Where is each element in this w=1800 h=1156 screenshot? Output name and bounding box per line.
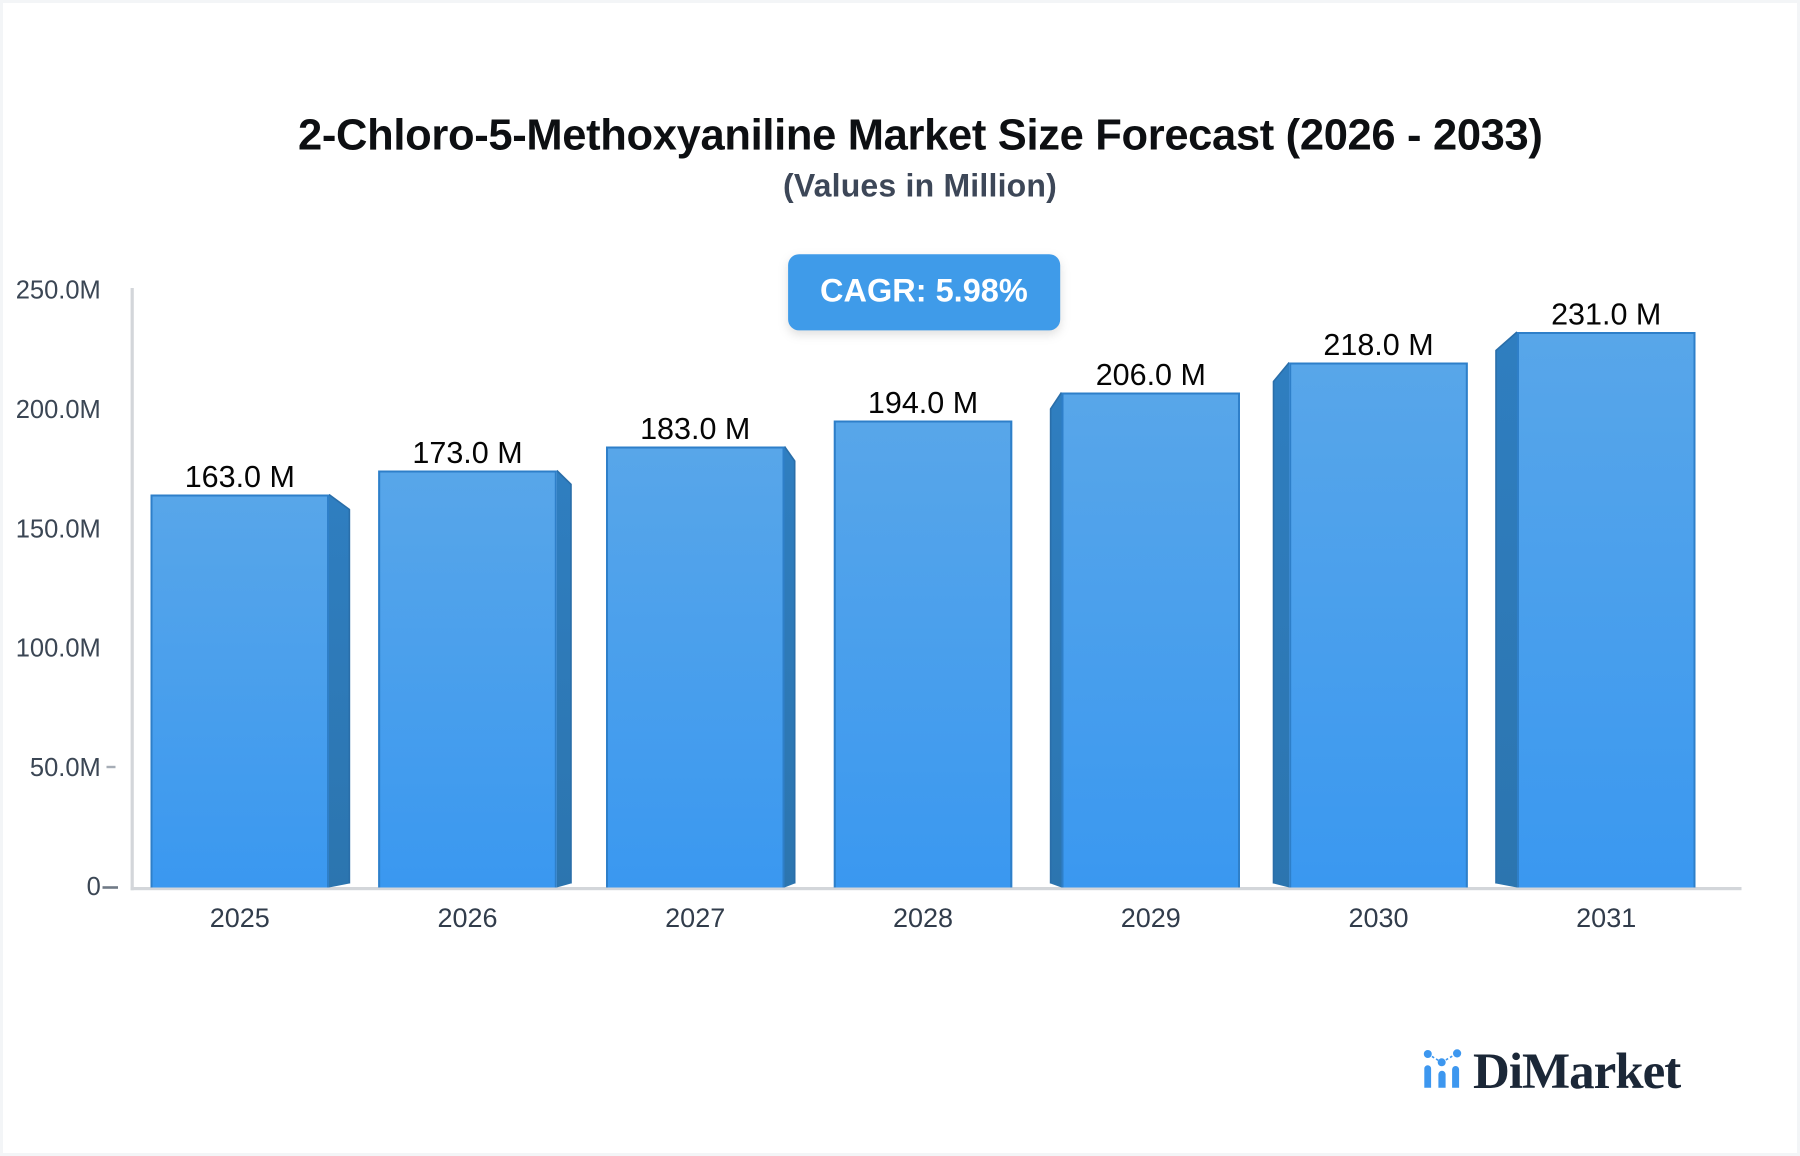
svg-text:0: 0 [87, 873, 101, 901]
svg-text:250.0M: 250.0M [16, 277, 101, 305]
svg-text:2028: 2028 [893, 903, 953, 933]
svg-text:2030: 2030 [1348, 903, 1408, 933]
svg-text:2-Chloro-5-Methoxyaniline Mark: 2-Chloro-5-Methoxyaniline Market Size Fo… [298, 112, 1543, 160]
svg-text:CAGR: 5.98%: CAGR: 5.98% [820, 272, 1028, 308]
svg-text:(Values in Million): (Values in Million) [783, 168, 1057, 204]
svg-text:194.0 M: 194.0 M [868, 386, 978, 420]
svg-text:2029: 2029 [1121, 903, 1181, 933]
svg-text:206.0 M: 206.0 M [1096, 358, 1206, 392]
svg-text:2031: 2031 [1576, 903, 1636, 933]
svg-text:200.0M: 200.0M [16, 396, 101, 424]
svg-text:150.0M: 150.0M [16, 515, 101, 543]
svg-text:2027: 2027 [665, 903, 725, 933]
svg-text:50.0M: 50.0M [30, 754, 101, 782]
svg-text:2025: 2025 [210, 903, 270, 933]
svg-text:231.0 M: 231.0 M [1551, 298, 1661, 332]
svg-text:DiMarket: DiMarket [1473, 1044, 1681, 1100]
svg-text:173.0 M: 173.0 M [412, 436, 522, 470]
svg-text:218.0 M: 218.0 M [1323, 328, 1433, 362]
svg-text:163.0 M: 163.0 M [185, 460, 295, 494]
svg-text:2026: 2026 [437, 903, 497, 933]
svg-text:183.0 M: 183.0 M [640, 412, 750, 446]
svg-text:100.0M: 100.0M [16, 635, 101, 663]
